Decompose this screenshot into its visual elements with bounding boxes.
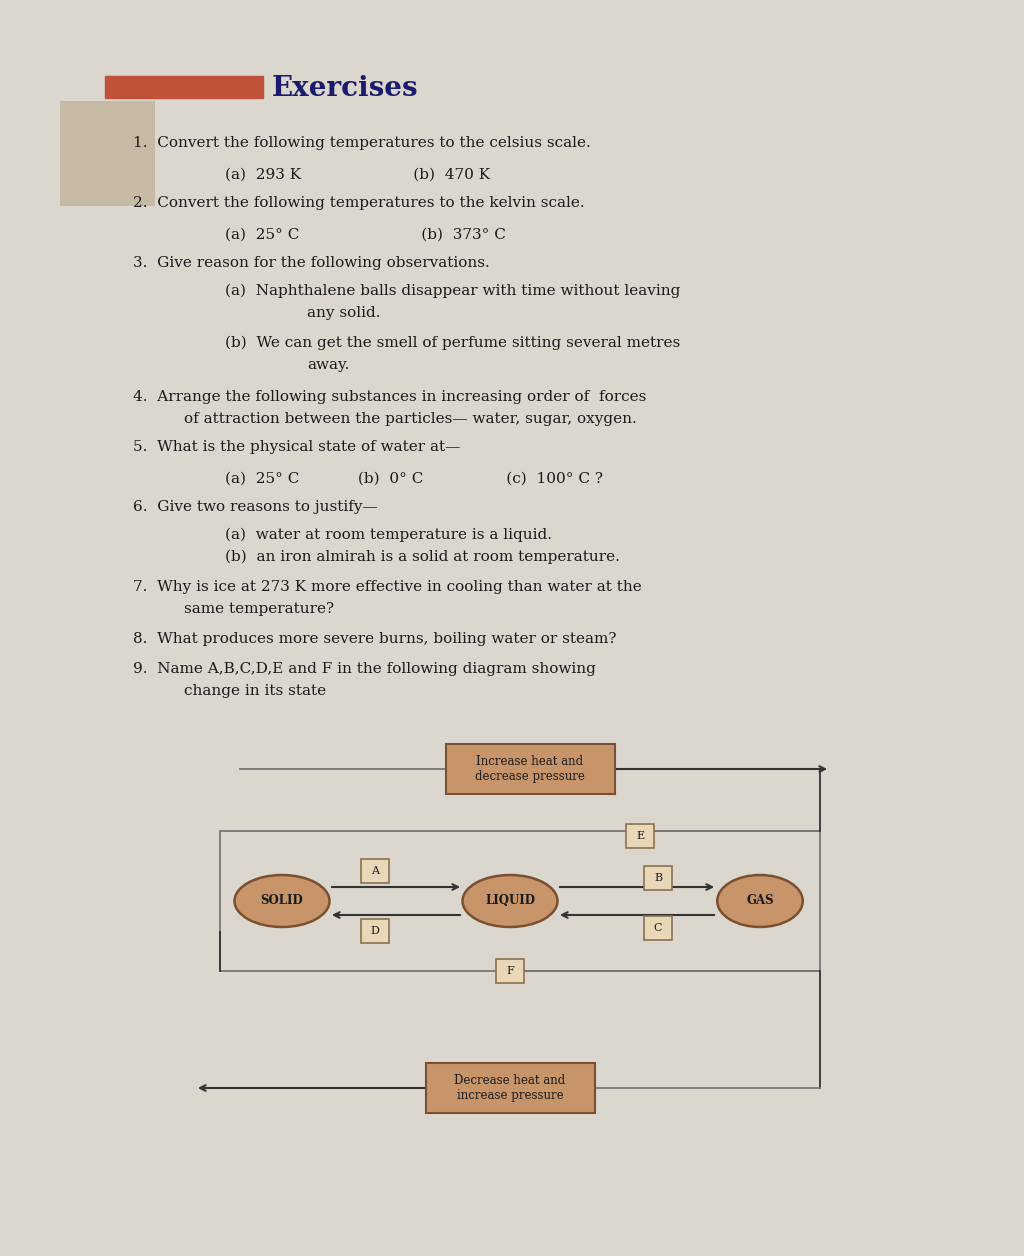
Text: F: F [506, 966, 514, 976]
Text: 9.  Name A,B,C,D,E and F in the following diagram showing: 9. Name A,B,C,D,E and F in the following… [133, 662, 596, 676]
Text: (a)  25° C            (b)  0° C                 (c)  100° C ?: (a) 25° C (b) 0° C (c) 100° C ? [225, 472, 603, 486]
Text: (a)  293 K                       (b)  470 K: (a) 293 K (b) 470 K [225, 168, 490, 182]
Text: of attraction between the particles— water, sugar, oxygen.: of attraction between the particles— wat… [184, 412, 637, 426]
Text: Increase heat and
decrease pressure: Increase heat and decrease pressure [475, 755, 585, 782]
Text: SOLID: SOLID [261, 894, 303, 908]
Text: (b)  an iron almirah is a solid at room temperature.: (b) an iron almirah is a solid at room t… [225, 550, 621, 564]
FancyBboxPatch shape [426, 1063, 595, 1113]
Ellipse shape [717, 875, 803, 927]
Text: (a)  water at room temperature is a liquid.: (a) water at room temperature is a liqui… [225, 528, 552, 543]
Text: 2.  Convert the following temperatures to the kelvin scale.: 2. Convert the following temperatures to… [133, 196, 585, 210]
FancyBboxPatch shape [445, 744, 614, 794]
Text: 4.  Arrange the following substances in increasing order of  forces: 4. Arrange the following substances in i… [133, 391, 646, 404]
Text: 8.  What produces more severe burns, boiling water or steam?: 8. What produces more severe burns, boil… [133, 632, 616, 646]
Text: away.: away. [307, 358, 349, 372]
Text: C: C [653, 923, 663, 933]
Bar [220, 831, 820, 971]
Text: same temperature?: same temperature? [184, 602, 335, 615]
Text: (b)  We can get the smell of perfume sitting several metres: (b) We can get the smell of perfume sitt… [225, 337, 681, 350]
Text: Decrease heat and
increase pressure: Decrease heat and increase pressure [455, 1074, 565, 1102]
Ellipse shape [463, 875, 557, 927]
FancyBboxPatch shape [644, 865, 672, 891]
Text: (a)  Naphthalene balls disappear with time without leaving: (a) Naphthalene balls disappear with tim… [225, 284, 681, 299]
FancyBboxPatch shape [496, 960, 524, 983]
Text: Exercises: Exercises [272, 75, 419, 103]
FancyBboxPatch shape [644, 916, 672, 939]
Ellipse shape [234, 875, 330, 927]
Text: GAS: GAS [746, 894, 774, 908]
Text: E: E [636, 831, 644, 842]
Text: B: B [654, 873, 663, 883]
Text: 1.  Convert the following temperatures to the celsius scale.: 1. Convert the following temperatures to… [133, 136, 591, 149]
Text: 5.  What is the physical state of water at—: 5. What is the physical state of water a… [133, 440, 461, 453]
Text: 3.  Give reason for the following observations.: 3. Give reason for the following observa… [133, 256, 489, 270]
Text: LIQUID: LIQUID [485, 894, 535, 908]
Text: A: A [371, 865, 379, 875]
FancyBboxPatch shape [361, 859, 389, 883]
Text: D: D [371, 926, 380, 936]
Text: change in its state: change in its state [184, 685, 327, 698]
Text: any solid.: any solid. [307, 306, 381, 320]
Bar [105, 77, 263, 98]
FancyBboxPatch shape [626, 824, 654, 848]
FancyBboxPatch shape [361, 919, 389, 943]
Text: 6.  Give two reasons to justify—: 6. Give two reasons to justify— [133, 500, 378, 514]
Text: 7.  Why is ice at 273 K more effective in cooling than water at the: 7. Why is ice at 273 K more effective in… [133, 580, 642, 594]
Polygon shape [60, 100, 155, 206]
Text: (a)  25° C                         (b)  373° C: (a) 25° C (b) 373° C [225, 229, 506, 242]
